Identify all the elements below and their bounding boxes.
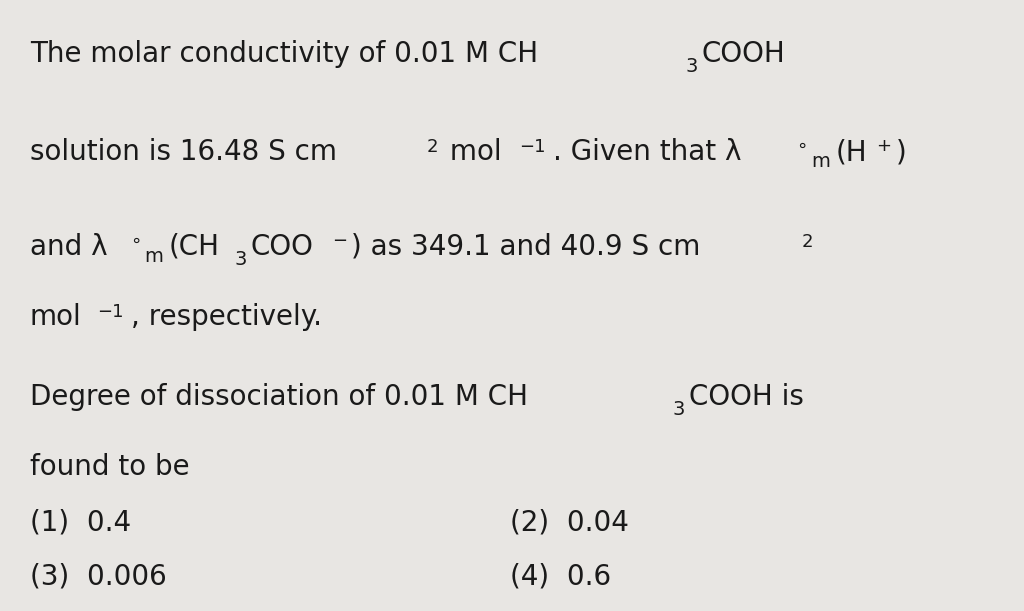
Text: (1)  0.4: (1) 0.4 (30, 508, 131, 536)
Text: ∘: ∘ (797, 137, 808, 155)
Text: COOH is: COOH is (688, 383, 804, 411)
Text: (H: (H (836, 138, 867, 166)
Text: solution is 16.48 S cm: solution is 16.48 S cm (30, 138, 337, 166)
Text: COO: COO (251, 233, 313, 261)
Text: m: m (811, 152, 829, 171)
Text: . Given that λ: . Given that λ (553, 138, 741, 166)
Text: −1: −1 (519, 138, 546, 156)
Text: (4)  0.6: (4) 0.6 (510, 563, 611, 591)
Text: 2: 2 (426, 138, 437, 156)
Text: (3)  0.006: (3) 0.006 (30, 563, 167, 591)
Text: mol: mol (30, 303, 82, 331)
Text: The molar conductivity of 0.01 M CH: The molar conductivity of 0.01 M CH (30, 40, 539, 68)
Text: ) as 349.1 and 40.9 S cm: ) as 349.1 and 40.9 S cm (351, 233, 700, 261)
Text: Degree of dissociation of 0.01 M CH: Degree of dissociation of 0.01 M CH (30, 383, 528, 411)
Text: 3: 3 (673, 400, 685, 419)
Text: COOH: COOH (701, 40, 785, 68)
Text: found to be: found to be (30, 453, 189, 481)
Text: , respectively.: , respectively. (131, 303, 322, 331)
Text: ): ) (895, 138, 906, 166)
Text: ∘: ∘ (130, 232, 141, 250)
Text: −: − (332, 232, 347, 250)
Text: m: m (144, 247, 164, 266)
Text: (CH: (CH (169, 233, 220, 261)
Text: mol: mol (441, 138, 502, 166)
Text: 2: 2 (802, 233, 814, 251)
Text: (2)  0.04: (2) 0.04 (510, 508, 629, 536)
Text: 3: 3 (234, 250, 247, 269)
Text: 3: 3 (686, 57, 698, 76)
Text: and λ: and λ (30, 233, 108, 261)
Text: −1: −1 (97, 303, 123, 321)
Text: +: + (877, 137, 891, 155)
